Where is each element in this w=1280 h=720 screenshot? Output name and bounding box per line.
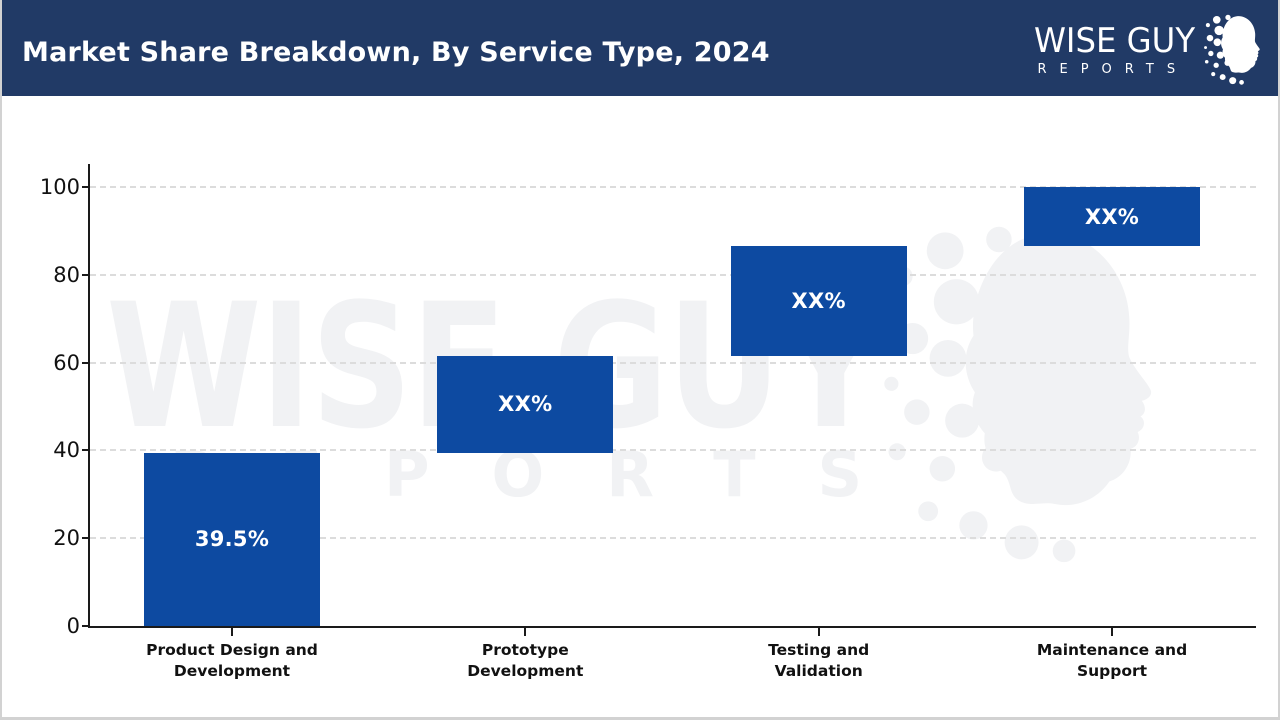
gridline-100 bbox=[90, 186, 1256, 188]
y-tick-20 bbox=[82, 537, 90, 540]
bar-value-label-product-design-and-development: 39.5% bbox=[194, 527, 270, 552]
x-tick-testing-and-validation bbox=[817, 628, 820, 636]
gridline-20 bbox=[90, 537, 1256, 540]
bar-value-label-maintenance-and-support: XX% bbox=[1084, 204, 1140, 229]
y-tick-80 bbox=[82, 273, 90, 276]
brand-logo: WISE GUY REPORTS bbox=[1034, 8, 1264, 89]
category-label-product-design-and-development: Product Design and Development bbox=[146, 641, 318, 681]
header: Market Share Breakdown, By Service Type,… bbox=[2, 0, 1278, 96]
logo-subtext: REPORTS bbox=[1037, 62, 1189, 77]
bar-prototype-development: XX% bbox=[437, 356, 614, 453]
category-label-testing-and-validation: Testing and Validation bbox=[768, 641, 870, 681]
gridline-40 bbox=[90, 449, 1256, 452]
logo-wordmark: WISE GUY bbox=[1034, 21, 1196, 61]
y-tick-label-60: 60 bbox=[53, 350, 80, 375]
y-tick-label-80: 80 bbox=[53, 262, 80, 287]
bar-maintenance-and-support: XX% bbox=[1024, 187, 1200, 247]
page-title: Market Share Breakdown, By Service Type,… bbox=[22, 36, 770, 68]
x-tick-prototype-development bbox=[524, 628, 527, 636]
bar-value-label-prototype-development: XX% bbox=[498, 392, 553, 417]
y-tick-0 bbox=[82, 625, 90, 627]
y-tick-40 bbox=[82, 449, 90, 452]
brand-logo-text: WISE GUY REPORTS bbox=[1034, 24, 1204, 76]
gridline-60 bbox=[90, 361, 1256, 364]
y-tick-label-40: 40 bbox=[53, 438, 80, 463]
x-tick-product-design-and-development bbox=[231, 628, 233, 636]
y-tick-label-0: 0 bbox=[66, 614, 80, 638]
chart-area: WISE GUY REPORTS 0 20 40 60 80 100 39.5% Produc… bbox=[2, 96, 1278, 717]
y-tick-label-20: 20 bbox=[53, 526, 80, 551]
bar-testing-and-validation: XX% bbox=[730, 246, 907, 356]
bar-value-label-testing-and-validation: XX% bbox=[791, 289, 846, 314]
y-tick-label-100: 100 bbox=[39, 175, 80, 199]
category-label-prototype-development: Prototype Development bbox=[467, 641, 584, 681]
y-tick-60 bbox=[82, 361, 90, 364]
y-tick-100 bbox=[82, 186, 90, 188]
x-tick-maintenance-and-support bbox=[1111, 628, 1113, 636]
x-axis-line bbox=[88, 626, 1256, 628]
y-axis-line bbox=[88, 164, 90, 628]
category-label-maintenance-and-support: Maintenance and Support bbox=[1036, 641, 1188, 681]
bar-product-design-and-development: 39.5% bbox=[144, 452, 320, 626]
gridline-80 bbox=[90, 273, 1256, 276]
